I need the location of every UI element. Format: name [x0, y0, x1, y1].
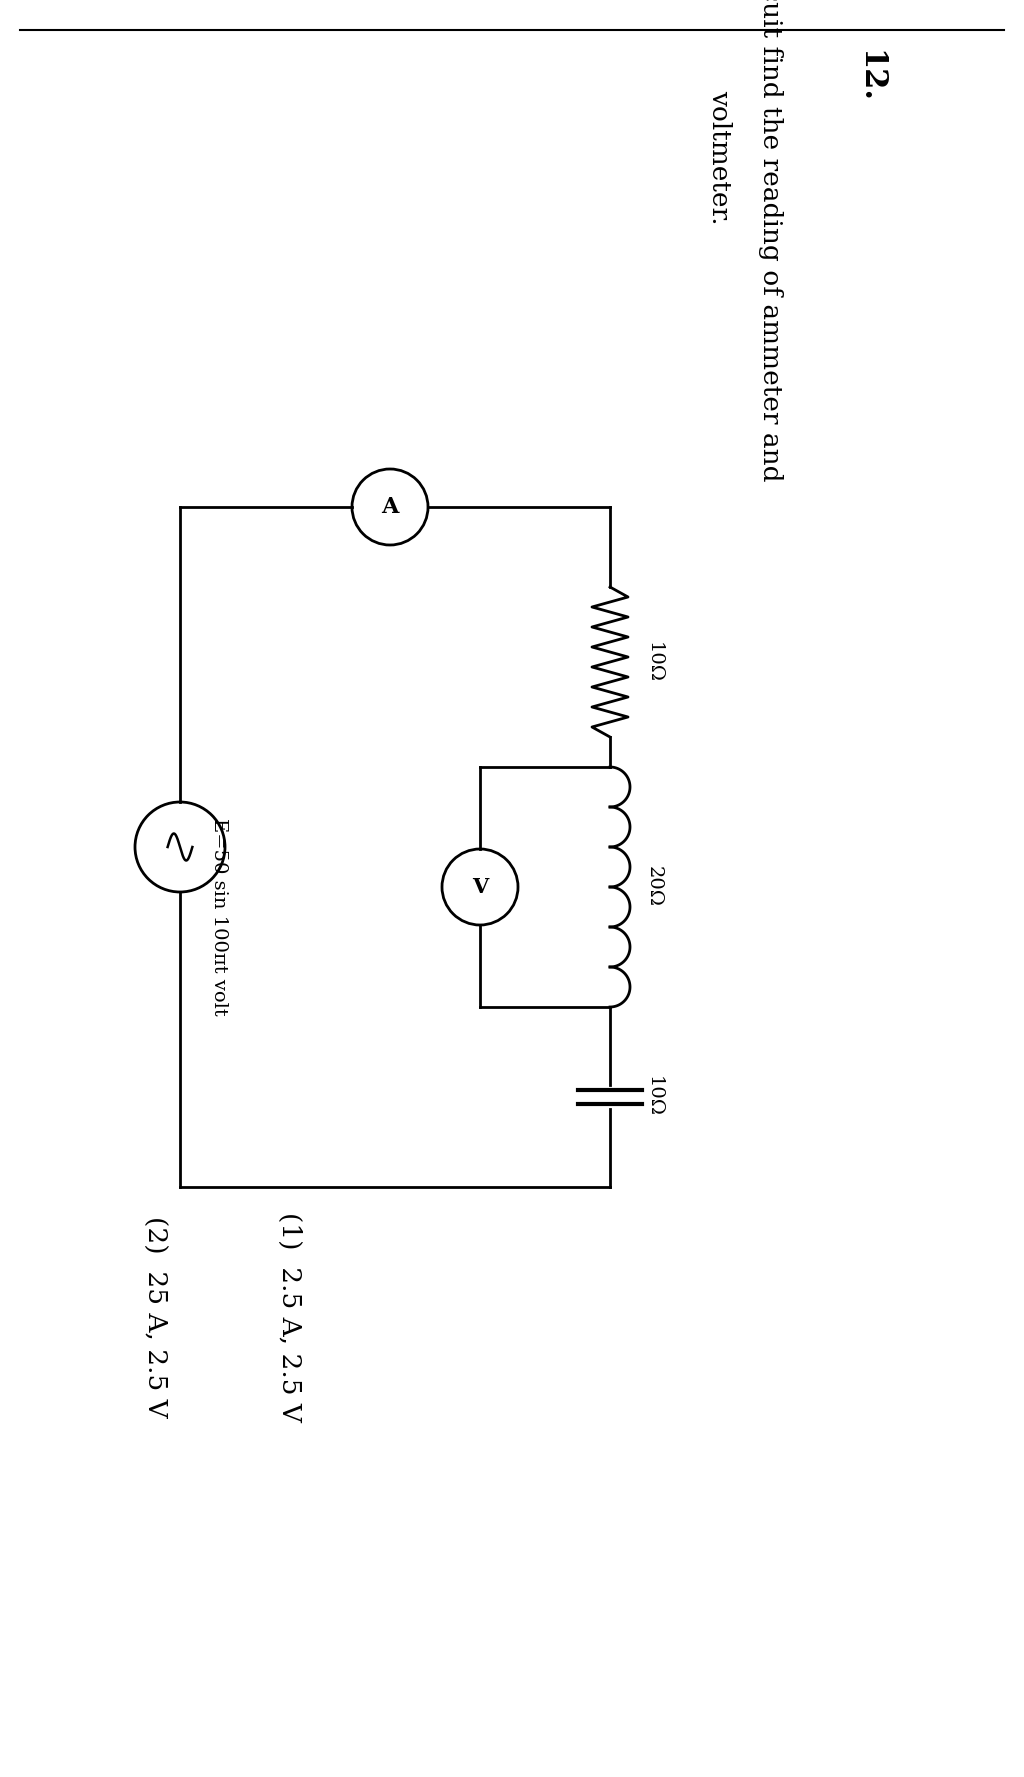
Text: 10Ω: 10Ω	[645, 641, 663, 682]
Text: A: A	[381, 496, 398, 519]
Text: voltmeter.: voltmeter.	[708, 89, 732, 224]
Text: V: V	[472, 878, 488, 897]
Text: E=50 sin 100πt volt: E=50 sin 100πt volt	[210, 817, 228, 1016]
Text: 10Ω: 10Ω	[645, 1077, 663, 1118]
Text: (1)  2.5 A, 2.5 V: (1) 2.5 A, 2.5 V	[278, 1212, 302, 1422]
Text: (2)  25 A, 2.5 V: (2) 25 A, 2.5 V	[142, 1215, 168, 1418]
Text: 12.: 12.	[854, 50, 886, 103]
Text: In given circuit find the reading of ammeter and: In given circuit find the reading of amm…	[758, 0, 782, 482]
Circle shape	[135, 801, 225, 892]
Text: 20Ω: 20Ω	[645, 867, 663, 908]
Circle shape	[442, 849, 518, 926]
Circle shape	[352, 469, 428, 546]
